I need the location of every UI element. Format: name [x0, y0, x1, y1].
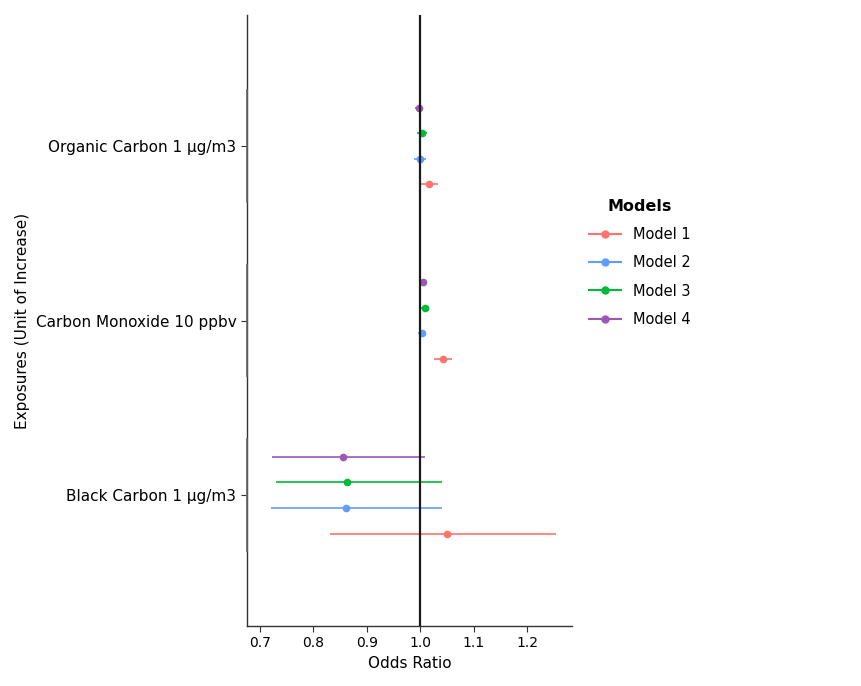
Legend: Model 1, Model 2, Model 3, Model 4: Model 1, Model 2, Model 3, Model 4 [583, 193, 697, 333]
X-axis label: Odds Ratio: Odds Ratio [368, 656, 451, 671]
Y-axis label: Exposures (Unit of Increase): Exposures (Unit of Increase) [15, 213, 30, 429]
